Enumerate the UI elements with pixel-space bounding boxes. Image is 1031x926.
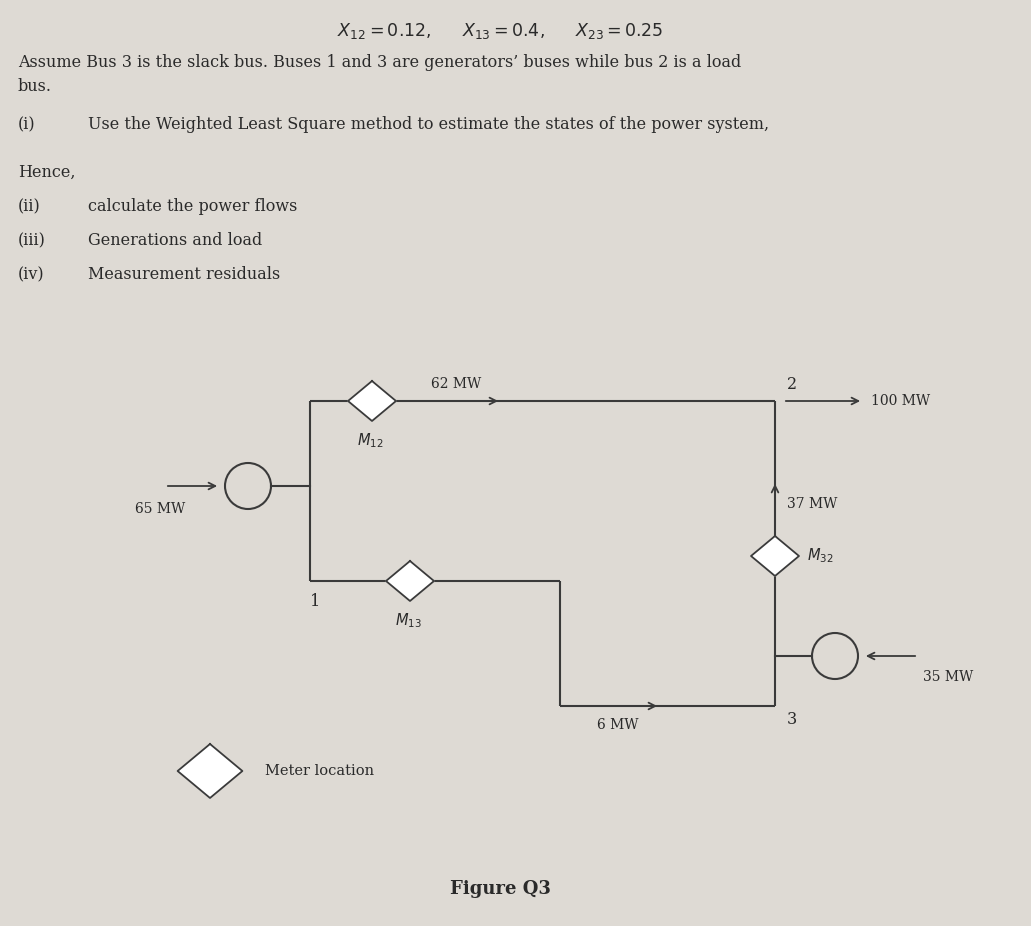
Text: Generations and load: Generations and load	[88, 232, 262, 249]
Polygon shape	[177, 744, 242, 798]
Text: Use the Weighted Least Square method to estimate the states of the power system,: Use the Weighted Least Square method to …	[88, 116, 769, 133]
Text: 2: 2	[787, 376, 797, 393]
Text: (ii): (ii)	[18, 198, 41, 215]
Polygon shape	[751, 536, 799, 576]
Text: Figure Q3: Figure Q3	[450, 880, 551, 898]
Text: 65 MW: 65 MW	[135, 502, 186, 516]
Text: (iii): (iii)	[18, 232, 45, 249]
Text: Assume Bus 3 is the slack bus. Buses 1 and 3 are generators’ buses while bus 2 i: Assume Bus 3 is the slack bus. Buses 1 a…	[18, 54, 741, 71]
Polygon shape	[386, 561, 434, 601]
Text: 6 MW: 6 MW	[597, 718, 638, 732]
Text: Measurement residuals: Measurement residuals	[88, 266, 280, 283]
Text: 35 MW: 35 MW	[923, 670, 973, 684]
Text: $X_{12} = 0.12,$     $X_{13} = 0.4,$     $X_{23} = 0.25$: $X_{12} = 0.12,$ $X_{13} = 0.4,$ $X_{23}…	[337, 21, 663, 41]
Text: Meter location: Meter location	[265, 764, 374, 778]
Text: (iv): (iv)	[18, 266, 44, 283]
Text: $M_{32}$: $M_{32}$	[807, 546, 833, 566]
Text: Hence,: Hence,	[18, 164, 75, 181]
Text: bus.: bus.	[18, 78, 52, 95]
Text: 62 MW: 62 MW	[431, 377, 481, 391]
Text: 3: 3	[787, 711, 797, 728]
Polygon shape	[348, 381, 396, 421]
Text: $M_{12}$: $M_{12}$	[357, 431, 384, 450]
Text: (i): (i)	[18, 116, 36, 133]
Text: 100 MW: 100 MW	[871, 394, 930, 408]
Text: calculate the power flows: calculate the power flows	[88, 198, 297, 215]
Text: $M_{13}$: $M_{13}$	[395, 611, 422, 630]
Text: 37 MW: 37 MW	[787, 496, 837, 510]
Text: 1: 1	[310, 593, 320, 610]
